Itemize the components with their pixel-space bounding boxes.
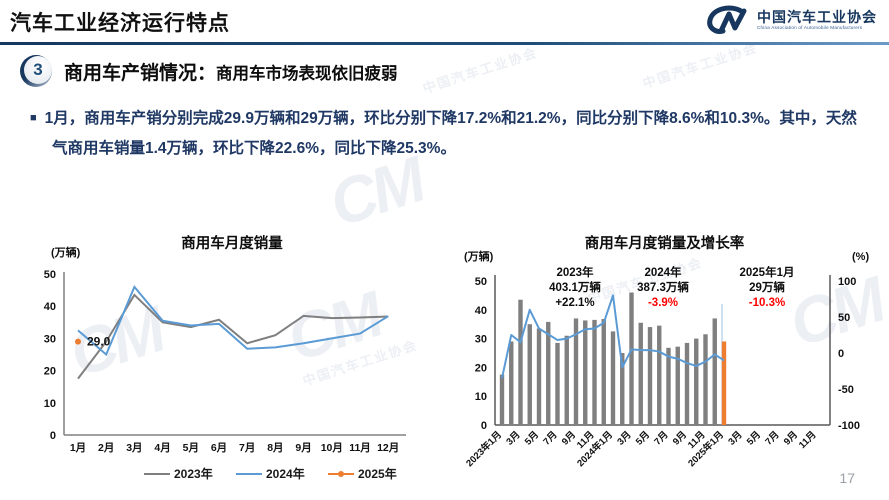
cam-logo-icon: [707, 5, 747, 34]
annotation-year: 2024年: [644, 267, 682, 279]
svg-text:7月: 7月: [541, 429, 559, 447]
svg-text:12月: 12月: [377, 442, 399, 454]
svg-text:3月: 3月: [726, 429, 744, 447]
svg-text:-50: -50: [838, 384, 854, 396]
svg-text:10月: 10月: [321, 442, 343, 454]
left-chart-unit-label: (万辆): [51, 245, 81, 259]
svg-text:11月: 11月: [797, 429, 819, 451]
svg-text:5月: 5月: [634, 429, 652, 447]
org-logo: 中国汽车工业协会 China Association of Automobile…: [703, 4, 877, 36]
svg-text:2月: 2月: [98, 442, 114, 454]
right-chart-right-unit: (%): [852, 251, 869, 263]
svg-text:20: 20: [475, 362, 487, 374]
annotation-2024-total: 2024年 387.3万辆 -3.9%: [608, 266, 718, 311]
annotation-growth: +22.1%: [555, 296, 595, 309]
svg-text:50: 50: [475, 276, 487, 288]
annotation-growth: -10.3%: [748, 296, 786, 309]
page-title: 汽车工业经济运行特点: [10, 12, 230, 35]
svg-text:50: 50: [838, 312, 850, 324]
monthly-sales-line-chart: 商用车月度销量 (万辆) 0 10 20 30 40 50 1月 2月 3月 4月 5月 6月 7月 8月 9…: [24, 230, 440, 500]
watermark-text: 中国汽车工业协会: [420, 44, 540, 97]
svg-text:7月: 7月: [652, 429, 670, 447]
org-name-en: China Association of Automobile Manufact…: [757, 25, 863, 31]
svg-text:1月: 1月: [70, 442, 86, 454]
svg-text:20: 20: [44, 366, 56, 378]
annotation-year: 2023年: [556, 267, 594, 279]
svg-text:29.0: 29.0: [87, 335, 111, 349]
monthly-sales-growth-combo-chart: 商用车月度销量及增长率 (万辆) (%) 0 10 20 30 40 50 -100 -50 0 50…: [440, 230, 889, 500]
svg-text:0: 0: [481, 420, 487, 432]
svg-text:11月: 11月: [349, 442, 371, 454]
svg-text:3月: 3月: [126, 442, 142, 454]
watermark-text: 中国汽车工业协会: [640, 39, 760, 92]
svg-text:9月: 9月: [295, 442, 311, 454]
annotation-2023-total: 2023年 403.1万辆 +22.1%: [520, 266, 630, 311]
svg-text:2025年: 2025年: [358, 466, 397, 481]
svg-text:40: 40: [44, 301, 56, 313]
svg-text:100: 100: [838, 276, 856, 288]
svg-text:40: 40: [475, 305, 487, 317]
svg-text:2023年1月: 2023年1月: [464, 429, 505, 470]
svg-text:6月: 6月: [211, 442, 227, 454]
section-heading: 3 商用车产销情况：商用车市场表现依旧疲弱: [20, 55, 398, 87]
svg-text:5月: 5月: [183, 442, 199, 454]
left-chart-canvas: (万辆) 0 10 20 30 40 50 1月 2月 3月 4月 5月 6月 7月 8月 9月 10月 11月 1…: [44, 245, 406, 481]
bullet-marker: ■: [30, 112, 37, 124]
svg-text:0: 0: [50, 430, 56, 442]
annotation-year: 2025年1月: [739, 267, 795, 279]
watermark: 中国汽车工业协会: [640, 37, 760, 92]
annotation-volume: 403.1万辆: [549, 281, 601, 294]
svg-text:4月: 4月: [154, 442, 170, 454]
right-chart-title: 商用车月度销量及增长率: [584, 236, 745, 252]
svg-text:8月: 8月: [267, 442, 283, 454]
annotation-growth: -3.9%: [647, 296, 679, 309]
svg-text:3月: 3月: [615, 429, 633, 447]
right-chart-left-unit: (万辆): [464, 249, 494, 263]
bullet-text: 1月，商用车产销分别完成29.9万辆和29万辆，环比分别下降17.2%和21.2…: [44, 110, 857, 158]
section-title-sub: 商用车市场表现依旧疲弱: [216, 64, 398, 83]
svg-text:50: 50: [44, 269, 56, 281]
svg-text:30: 30: [44, 333, 56, 345]
annotation-volume: 387.3万辆: [637, 281, 689, 294]
svg-text:2023年: 2023年: [174, 466, 213, 481]
svg-text:7月: 7月: [763, 429, 781, 447]
svg-text:0: 0: [838, 348, 844, 360]
svg-text:5月: 5月: [523, 429, 541, 447]
left-chart-title: 商用车月度销量: [181, 236, 283, 252]
header-divider: [0, 42, 889, 45]
bullet-paragraph: ■ 1月，商用车产销分别完成29.9万辆和29万辆，环比分别下降17.2%和21.…: [30, 104, 866, 164]
svg-text:10: 10: [44, 398, 56, 410]
watermark: 中国汽车工业协会: [420, 42, 540, 97]
svg-text:10: 10: [475, 391, 487, 403]
svg-text:3月: 3月: [504, 429, 522, 447]
annotation-2025-jan: 2025年1月 29万辆 -10.3%: [712, 266, 822, 311]
svg-text:5月: 5月: [745, 429, 763, 447]
svg-text:7月: 7月: [239, 442, 255, 454]
section-title-main: 商用车产销情况：: [64, 62, 217, 84]
section-number: 3: [24, 56, 52, 84]
section-number-badge: 3: [20, 55, 52, 87]
org-name-cn: 中国汽车工业协会: [757, 9, 877, 26]
svg-text:30: 30: [475, 334, 487, 346]
annotation-volume: 29万辆: [749, 281, 785, 294]
svg-text:2024年: 2024年: [266, 466, 305, 481]
page-number: 17: [839, 470, 855, 486]
svg-text:-100: -100: [838, 420, 860, 432]
